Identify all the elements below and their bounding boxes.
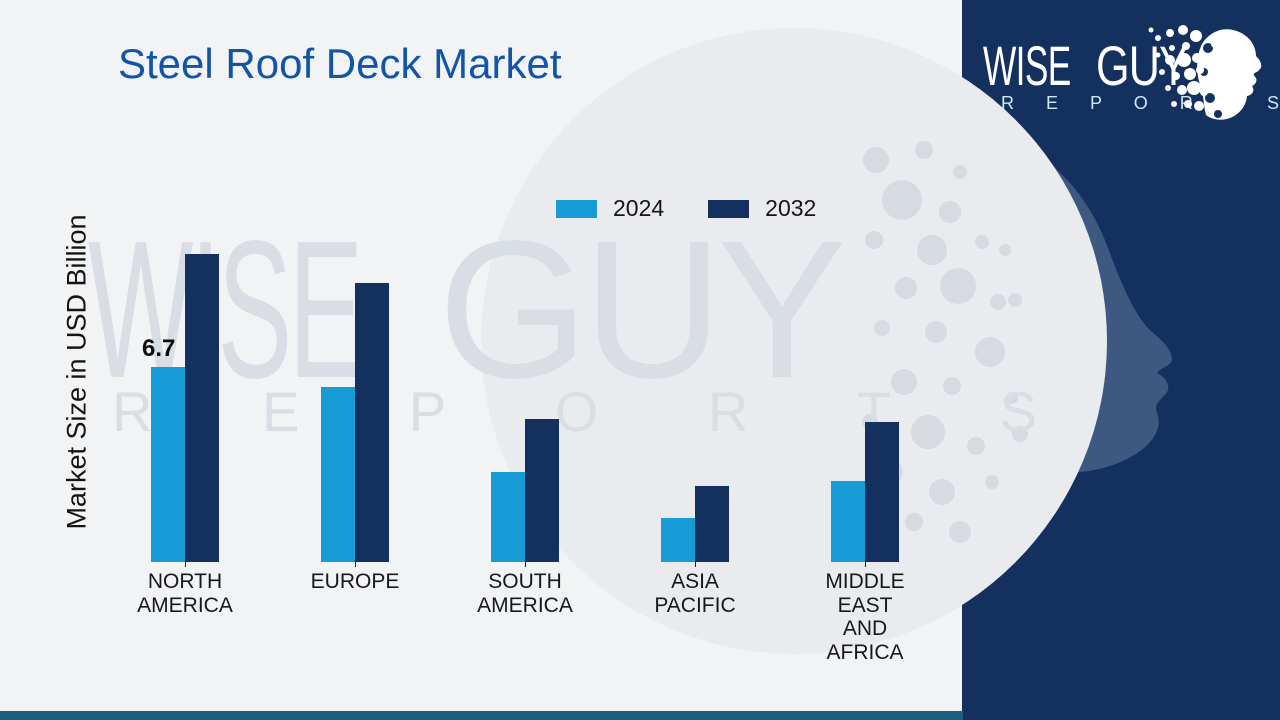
- x-axis-tick: [185, 562, 186, 567]
- x-axis-tick: [865, 562, 866, 567]
- watermark-guy-text: GUY: [438, 200, 847, 419]
- logo-wise-text: WISE: [983, 34, 1071, 97]
- bar-2032-asia-pacific: [695, 486, 729, 562]
- category-label-middle-east-and-africa: MIDDLE EAST AND AFRICA: [825, 570, 905, 664]
- legend-item-2024: 2024: [556, 195, 664, 222]
- x-axis-tick: [355, 562, 356, 567]
- category-label-north-america: NORTH AMERICA: [137, 570, 233, 617]
- bar-2032-north-america: [185, 254, 219, 562]
- bar-2024-asia-pacific: [661, 518, 695, 562]
- legend-label: 2032: [765, 195, 817, 221]
- category-label-south-america: SOUTH AMERICA: [477, 570, 573, 617]
- category-label-europe: EUROPE: [310, 570, 400, 593]
- legend-swatch-icon: [556, 199, 597, 218]
- x-axis-tick: [695, 562, 696, 567]
- logo-reports-text: R E P O R T S: [1001, 93, 1280, 113]
- legend-swatch-icon: [708, 199, 750, 218]
- bar-2024-south-america: [491, 472, 525, 562]
- bottom-accent-strip: [0, 711, 963, 720]
- bar-2024-middle-east-and-africa: [831, 481, 865, 562]
- bar-2024-north-america: [151, 367, 185, 562]
- chart-legend: 2024 2032: [556, 195, 816, 222]
- bar-2032-europe: [355, 283, 389, 562]
- page-title: Steel Roof Deck Market: [118, 40, 562, 87]
- category-label-asia-pacific: ASIA PACIFIC: [654, 570, 736, 617]
- watermark-wise-text: WISE: [88, 200, 363, 419]
- bar-value-label: 6.7: [142, 335, 176, 362]
- bar-2024-europe: [321, 387, 355, 562]
- x-axis-tick: [525, 562, 526, 567]
- legend-label: 2024: [613, 195, 665, 221]
- logo-guy-text: GUY: [1096, 34, 1188, 97]
- legend-item-2032: 2032: [708, 195, 816, 222]
- bar-2032-middle-east-and-africa: [865, 422, 899, 562]
- bar-2032-south-america: [525, 419, 559, 562]
